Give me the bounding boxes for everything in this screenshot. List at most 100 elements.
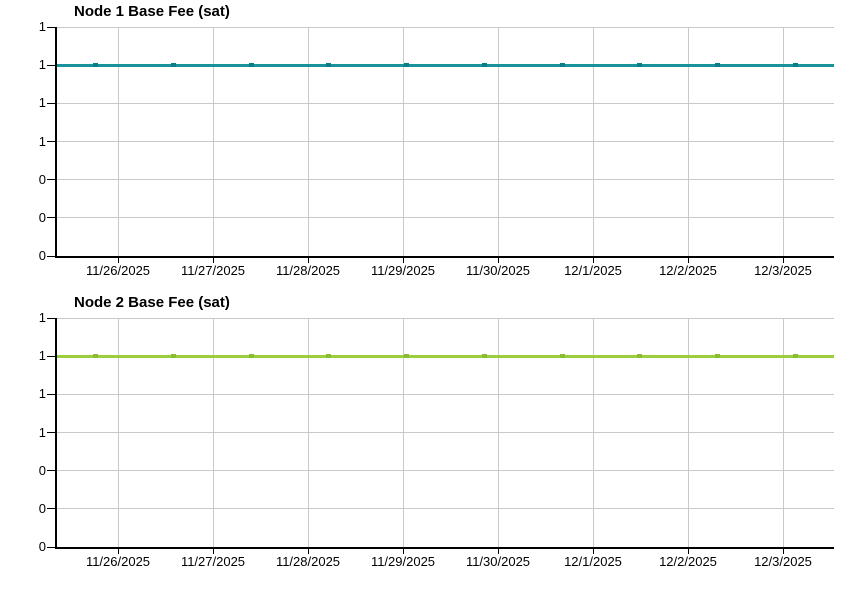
- y-tick-mark: [47, 102, 57, 104]
- x-tick-label: 12/3/2025: [754, 554, 812, 569]
- y-tick-mark: [47, 179, 57, 181]
- y-tick-mark: [47, 470, 57, 472]
- data-point-marker: [248, 354, 254, 359]
- y-tick-mark: [47, 432, 57, 433]
- x-tick-label: 11/27/2025: [180, 263, 246, 278]
- x-tick-label: 11/29/2025: [370, 263, 436, 278]
- x-tick-label: 12/2/2025: [659, 554, 717, 569]
- x-tick-label: 11/26/2025: [85, 554, 151, 569]
- data-point-marker: [481, 63, 487, 68]
- h-gridline: [57, 102, 834, 104]
- data-point-marker: [714, 354, 720, 359]
- data-point-marker: [171, 63, 177, 68]
- x-tick-mark: [403, 258, 404, 263]
- chart-title: Node 2 Base Fee (sat): [74, 294, 230, 311]
- h-gridline: [57, 217, 834, 219]
- y-tick-mark: [47, 355, 57, 357]
- y-tick-label: 1: [38, 424, 46, 440]
- h-gridline: [57, 179, 834, 181]
- x-tick-label: 11/30/2025: [465, 263, 531, 278]
- x-tick-mark: [308, 258, 309, 263]
- y-tick-mark: [47, 393, 57, 395]
- y-tick-label: 0: [38, 171, 46, 187]
- y-tick-label: 0: [38, 248, 46, 263]
- y-axis-line: [55, 318, 57, 549]
- y-tick-label: 0: [38, 462, 46, 478]
- x-tick-mark: [688, 549, 689, 554]
- y-tick-mark: [47, 508, 57, 510]
- y-tick-label: 0: [38, 209, 46, 225]
- chart-node-1-base-fee: Node 1 Base Fee (sat) 11/26/2025 11/27/20…: [0, 0, 860, 278]
- chart-title: Node 1 Base Fee (sat): [74, 3, 230, 20]
- data-point-marker: [714, 63, 720, 68]
- data-point-marker: [404, 63, 410, 68]
- h-gridline: [57, 317, 834, 319]
- y-tick-mark: [47, 64, 57, 66]
- x-tick-mark: [498, 258, 499, 263]
- plot-area: 11/26/2025 11/27/2025 11/28/2025 11/29/2025…: [39, 310, 834, 569]
- series-line: [57, 354, 834, 358]
- y-tick-mark: [47, 317, 57, 319]
- x-axis-line: [55, 547, 834, 549]
- data-point-marker: [93, 63, 99, 68]
- data-point-marker: [559, 63, 565, 68]
- x-tick-mark: [498, 549, 499, 554]
- y-tick-mark: [47, 141, 57, 142]
- data-point-marker: [171, 354, 177, 359]
- x-tick-mark: [213, 258, 214, 263]
- h-gridline: [57, 470, 834, 472]
- x-tick-mark: [783, 549, 784, 554]
- y-tick-mark: [47, 26, 57, 28]
- x-tick-label: 11/28/2025: [275, 554, 341, 569]
- h-gridline: [57, 26, 834, 28]
- y-tick-label: 1: [38, 386, 46, 402]
- x-tick-mark: [593, 549, 594, 554]
- y-tick-label: 1: [38, 133, 46, 149]
- x-tick-label: 12/1/2025: [564, 554, 622, 569]
- x-axis-line: [55, 256, 834, 258]
- x-tick-mark: [403, 549, 404, 554]
- data-point-marker: [637, 354, 643, 359]
- y-tick-label: 1: [38, 57, 46, 73]
- data-point-marker: [248, 63, 254, 68]
- x-tick-label: 11/26/2025: [85, 263, 151, 278]
- plot-area: 11/26/2025 11/27/2025 11/28/2025 11/29/2025…: [39, 19, 834, 278]
- data-point-marker: [792, 354, 798, 359]
- x-tick-label: 12/3/2025: [754, 263, 812, 278]
- x-tick-mark: [783, 258, 784, 263]
- x-tick-label: 12/2/2025: [659, 263, 717, 278]
- y-tick-mark: [47, 546, 57, 548]
- y-tick-label: 1: [38, 95, 46, 111]
- y-tick-label: 0: [38, 500, 46, 516]
- y-tick-label: 1: [38, 310, 46, 325]
- y-tick-label: 1: [38, 348, 46, 364]
- y-tick-label: 0: [38, 539, 46, 554]
- x-tick-mark: [593, 258, 594, 263]
- h-gridline: [57, 141, 834, 142]
- x-tick-label: 12/1/2025: [564, 263, 622, 278]
- data-point-marker: [93, 354, 99, 359]
- data-point-marker: [792, 63, 798, 68]
- data-point-marker: [404, 354, 410, 359]
- y-axis-line: [55, 27, 57, 258]
- data-point-marker: [637, 63, 643, 68]
- data-point-marker: [481, 354, 487, 359]
- chart-node-2-base-fee: Node 2 Base Fee (sat) 11/26/2025 11/27/20…: [0, 291, 860, 569]
- series-line: [57, 63, 834, 67]
- h-gridline: [57, 508, 834, 510]
- y-tick-label: 1: [38, 19, 46, 34]
- x-tick-label: 11/30/2025: [465, 554, 531, 569]
- h-gridline: [57, 432, 834, 433]
- x-tick-label: 11/28/2025: [275, 263, 341, 278]
- x-tick-mark: [688, 258, 689, 263]
- data-point-marker: [559, 354, 565, 359]
- x-tick-label: 11/27/2025: [180, 554, 246, 569]
- h-gridline: [57, 393, 834, 395]
- x-tick-mark: [308, 549, 309, 554]
- x-tick-label: 11/29/2025: [370, 554, 436, 569]
- x-tick-mark: [118, 549, 119, 554]
- y-tick-mark: [47, 255, 57, 257]
- data-point-marker: [326, 354, 332, 359]
- y-tick-mark: [47, 217, 57, 219]
